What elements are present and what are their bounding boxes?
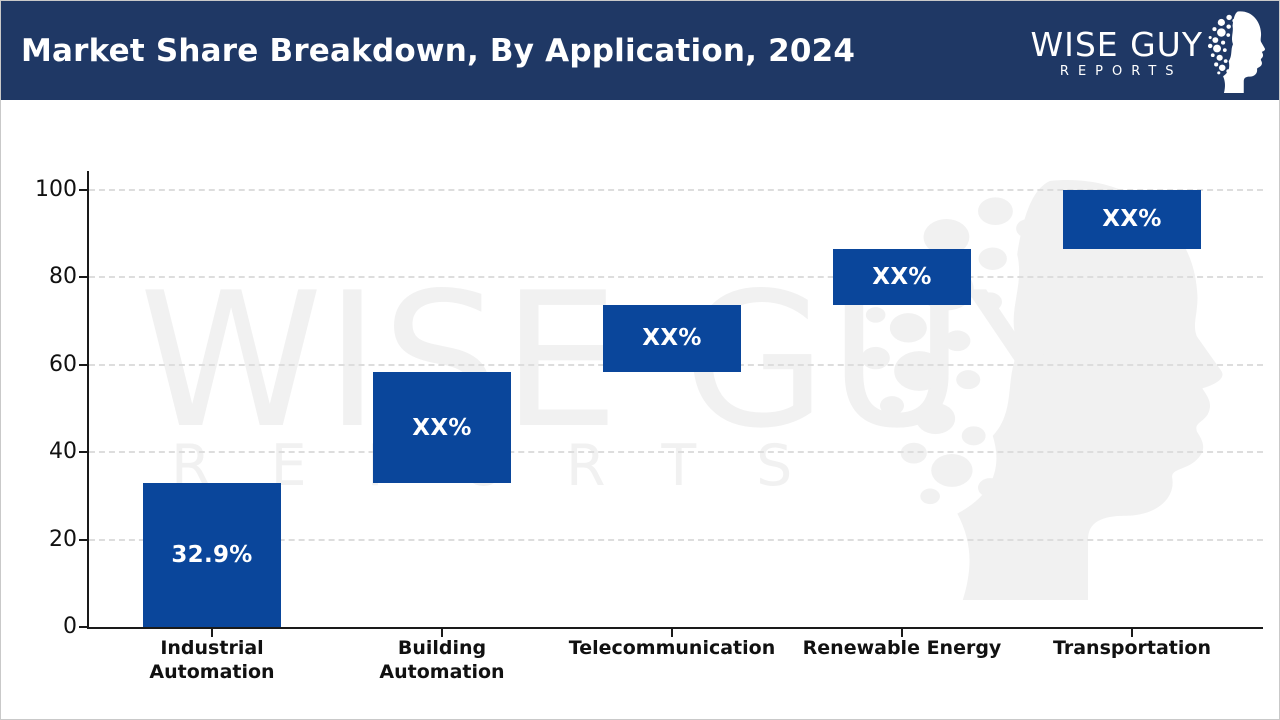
bar-value-label: XX% xyxy=(412,414,472,441)
x-tick-mark xyxy=(1131,629,1133,637)
plot-area: 0 20 40 60 80 100 32.9% Industrial Automation XX… xyxy=(35,171,1263,683)
bar-building-automation: XX% xyxy=(373,372,511,484)
y-axis-line xyxy=(87,171,89,629)
y-tick-mark xyxy=(79,538,87,541)
logo-text-reports: REPORTS xyxy=(1059,63,1183,79)
y-tick-label-0: 0 xyxy=(63,614,77,639)
gridline-40 xyxy=(89,451,1263,454)
x-axis-label-building-automation: Building Automation xyxy=(379,637,505,683)
x-tick-mark xyxy=(211,629,213,637)
y-tick-label-100: 100 xyxy=(35,176,77,202)
y-tick-mark xyxy=(79,451,87,454)
y-tick-mark xyxy=(79,626,87,628)
y-tick-label-60: 60 xyxy=(49,351,77,377)
bar-industrial-automation: 32.9% xyxy=(143,483,281,627)
bar-value-label: XX% xyxy=(872,263,932,290)
wiseguy-face-icon xyxy=(1205,9,1267,93)
bar-value-label: XX% xyxy=(642,325,702,352)
bar-renewable-energy: XX% xyxy=(833,248,971,305)
y-tick-label-20: 20 xyxy=(49,526,77,552)
gridline-100 xyxy=(89,188,1263,191)
x-tick-mark xyxy=(901,629,903,637)
y-tick-mark xyxy=(79,276,87,279)
x-axis-line xyxy=(87,627,1263,629)
header-bar: Market Share Breakdown, By Application, … xyxy=(1,1,1279,100)
x-axis-label-renewable-energy: Renewable Energy xyxy=(802,637,1002,659)
x-tick-mark xyxy=(441,629,443,637)
bar-telecommunication: XX% xyxy=(603,304,741,373)
wiseguy-logo: WISE GUY REPORTS xyxy=(1030,9,1267,93)
x-axis-label-telecommunication: Telecommunication xyxy=(568,637,776,659)
x-tick-mark xyxy=(671,629,673,637)
bar-value-label: XX% xyxy=(1102,206,1162,233)
x-axis-label-transportation: Transportation xyxy=(1052,637,1211,659)
y-tick-mark xyxy=(79,188,87,191)
logo-wordmark: WISE GUY REPORTS xyxy=(1030,28,1203,78)
bar-transportation: XX% xyxy=(1063,189,1201,249)
y-tick-mark xyxy=(79,363,87,366)
y-tick-label-80: 80 xyxy=(49,264,77,290)
x-axis-label-industrial-automation: Industrial Automation xyxy=(149,637,275,683)
gridline-20 xyxy=(89,538,1263,541)
bar-value-label: 32.9% xyxy=(171,542,253,569)
y-tick-label-40: 40 xyxy=(49,439,77,465)
chart-title: Market Share Breakdown, By Application, … xyxy=(21,32,856,69)
logo-text-wiseguy: WISE GUY xyxy=(1030,24,1203,64)
gridline-80 xyxy=(89,276,1263,279)
